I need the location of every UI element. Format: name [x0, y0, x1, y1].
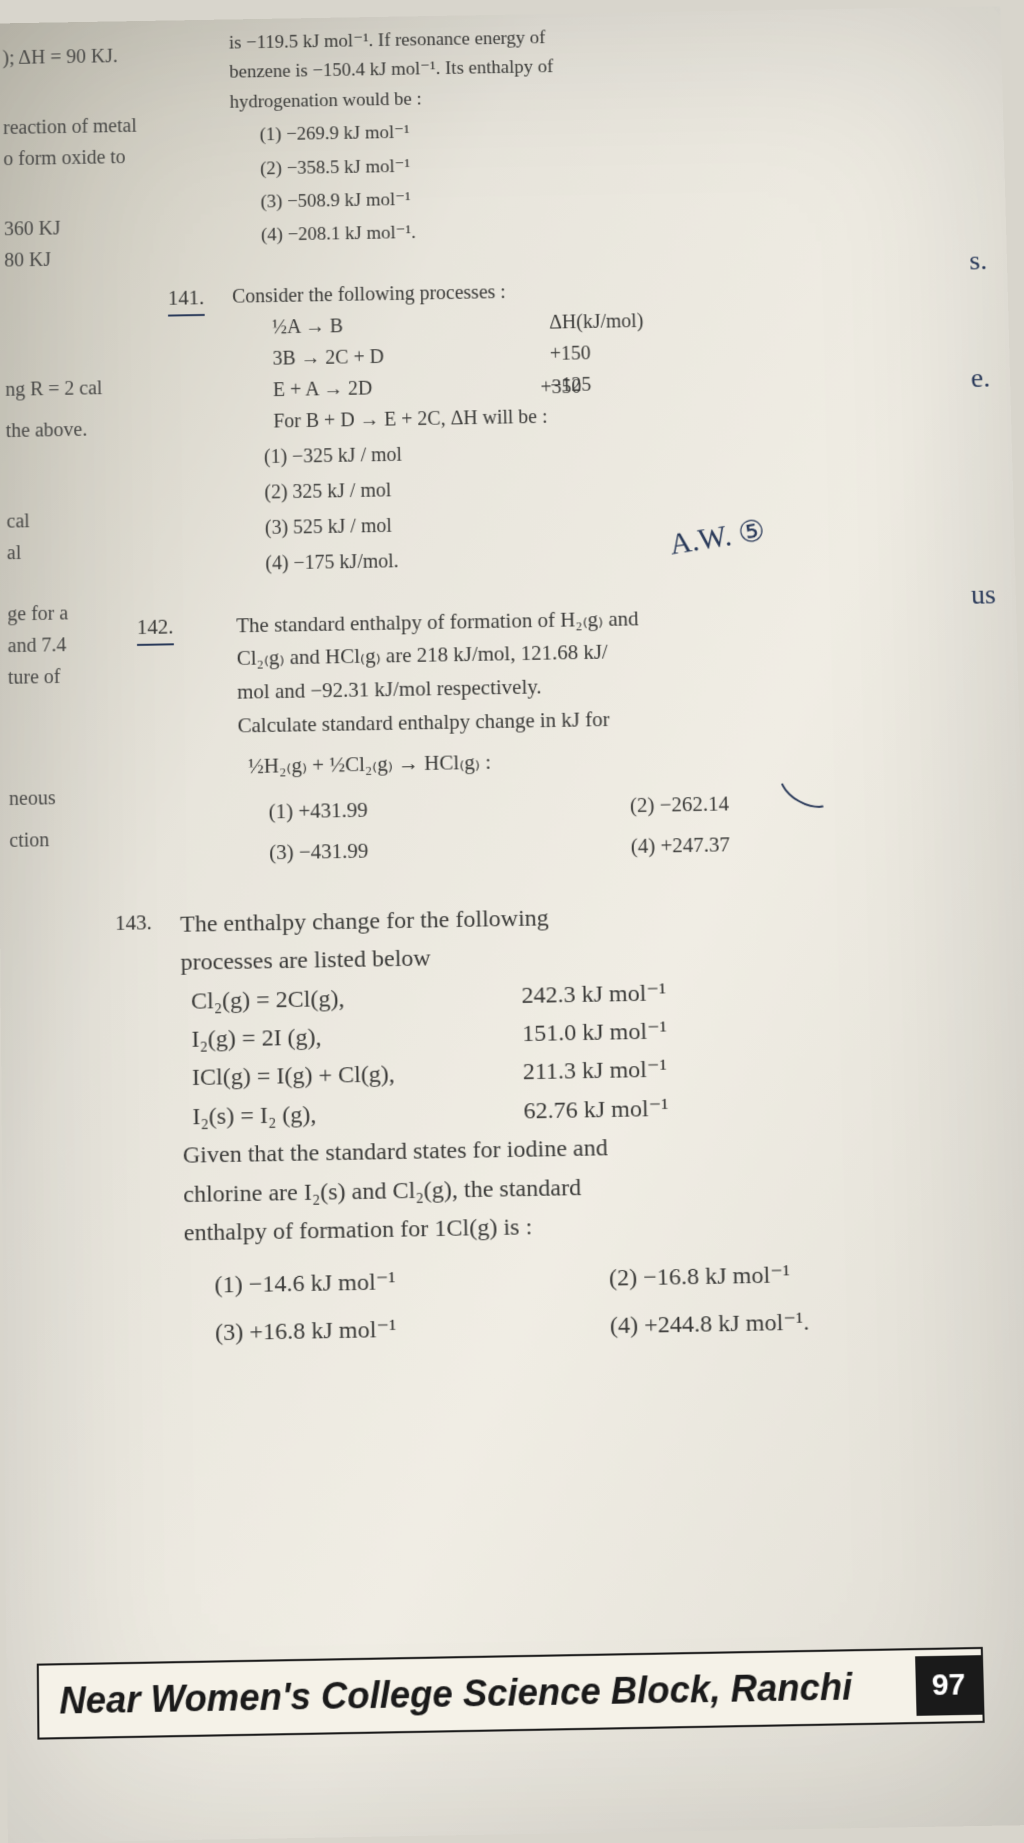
q142-equation: ½H₂₍g₎ + ½Cl₂₍g₎ → HCl₍g₎ : [238, 737, 991, 783]
q143-r4-val: 62.76 kJ mol⁻¹ [523, 1090, 669, 1131]
content-area: ); ΔH = 90 KJ. reaction of metal o form … [22, 16, 971, 32]
q142-options: (1) +431.99 (2) −262.14 (3) −431.99 (4) … [238, 779, 992, 875]
question-143: 143. The enthalpy change for the followi… [170, 891, 1005, 1357]
q143-opt1: (1) −14.6 kJ mol⁻¹ [214, 1260, 609, 1306]
q143-opt4: (4) +244.8 kJ mol⁻¹. [610, 1300, 1006, 1346]
q143-r1-val: 242.3 kJ mol⁻¹ [521, 974, 666, 1015]
side-note-3: us [971, 574, 997, 619]
frag-ture: ture of [8, 659, 208, 694]
q143-r2-val: 151.0 kJ mol⁻¹ [522, 1013, 668, 1054]
frag-form-oxide: o form oxide to [3, 140, 201, 175]
frag-and74: and 7.4 [7, 627, 206, 662]
q141-r3-dh: +350 [540, 369, 689, 403]
q141-number: 141. [168, 281, 205, 316]
q143-opt3: (3) +16.8 kJ mol⁻¹ [215, 1307, 610, 1353]
page-number: 97 [915, 1655, 983, 1716]
q143-r3-val: 211.3 kJ mol⁻¹ [523, 1051, 668, 1092]
frag-ge: ge for a [7, 595, 206, 630]
q142-opt4: (4) +247.37 [630, 824, 992, 864]
q143-r1-reac: Cl₂(g) = 2Cl(g), [191, 977, 522, 1021]
q141-header-dh: ΔH(kJ/mol) [549, 304, 698, 338]
footer-bar: Near Women's College Science Block, Ranc… [37, 1647, 985, 1740]
q141-r3-reac: For B + D → E + 2C, ΔH will be : [273, 398, 690, 437]
frag-r2cal: ng R = 2 cal [5, 371, 204, 406]
q142-opt3: (3) −431.99 [269, 830, 631, 870]
q141-r1-reac: 3B → 2C + D [272, 338, 550, 374]
frag-360: 360 KJ [4, 210, 202, 245]
frag-dh90: ); ΔH = 90 KJ. [2, 39, 199, 73]
q143-r4-reac: I₂(s) = I₂ (g), [192, 1092, 524, 1136]
left-column: ); ΔH = 90 KJ. reaction of metal o form … [2, 30, 209, 857]
q143-opt2: (2) −16.8 kJ mol⁻¹ [609, 1253, 1004, 1299]
q141-process-table: ½A → B ΔH(kJ/mol) 3B → 2C + D +150 E + A… [232, 299, 981, 437]
q141-r1-dh: +150 [550, 336, 699, 370]
q142-opt1: (1) +431.99 [268, 789, 630, 829]
question-141: 141. Consider the following processes : … [222, 268, 985, 580]
q143-reactions: Cl₂(g) = 2Cl(g), 242.3 kJ mol⁻¹ I₂(g) = … [181, 968, 1000, 1136]
main-column: is −119.5 kJ mol⁻¹. If resonance energy … [219, 16, 1006, 1386]
frag-neous: neous [9, 780, 209, 815]
side-note-2: e. [970, 357, 990, 401]
q143-options: (1) −14.6 kJ mol⁻¹ (2) −16.8 kJ mol⁻¹ (3… [184, 1249, 1005, 1357]
q142-number: 142. [137, 610, 174, 646]
q141-header-reac: ½A → B [272, 307, 550, 343]
frag-al: al [7, 534, 206, 569]
question-140: is −119.5 kJ mol⁻¹. If resonance energy … [219, 16, 977, 251]
frag-ction: ction [9, 821, 209, 856]
footer-text: Near Women's College Science Block, Ranc… [59, 1665, 916, 1723]
side-note-1: s. [969, 240, 988, 284]
frag-above: the above. [6, 412, 205, 447]
page-surface: ); ΔH = 90 KJ. reaction of metal o form … [0, 6, 1024, 1843]
question-142: 142. The standard enthalpy of formation … [226, 596, 993, 875]
q143-r2-reac: I₂(g) = 2I (g), [191, 1015, 522, 1059]
q140-options: (1) −269.9 kJ mol⁻¹ (2) −358.5 kJ mol⁻¹ … [230, 109, 977, 252]
q141-options: (1) −325 kJ / mol (2) 325 kJ / mol (3) 5… [234, 429, 985, 580]
q143-number: 143. [115, 906, 152, 940]
q141-r2-reac: E + A → 2D [273, 369, 551, 405]
frag-80: 80 KJ [4, 242, 202, 277]
frag-reaction: reaction of metal [3, 109, 201, 144]
frag-cal: cal [6, 503, 205, 538]
q143-r3-reac: ICl(g) = I(g) + Cl(g), [192, 1054, 523, 1098]
